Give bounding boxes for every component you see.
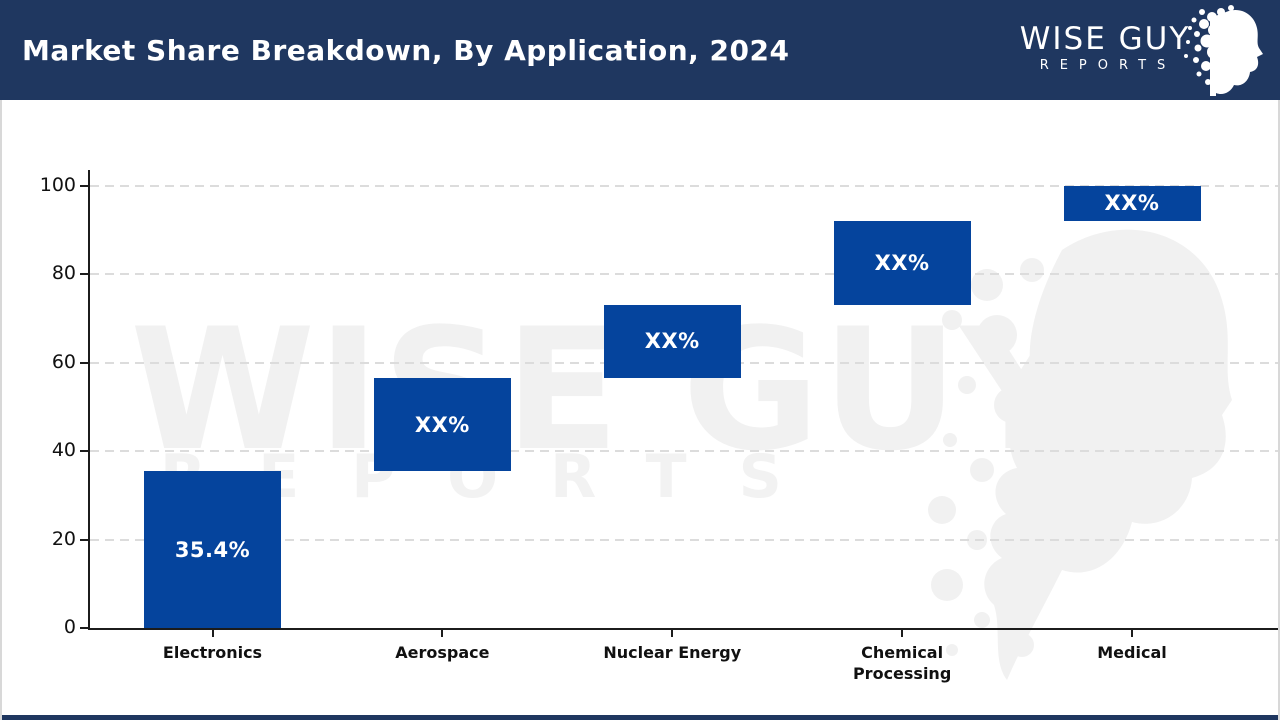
- x-axis: [88, 628, 1278, 630]
- bar-value-label-nuclear-energy: XX%: [644, 329, 700, 354]
- y-tick-100: [80, 184, 89, 187]
- chart-canvas: WISE GUY REPORTS 0 20 40 60 80 100 35.4% Electr…: [0, 100, 1280, 720]
- bar-value-label-electronics: 35.4%: [174, 537, 251, 562]
- x-tick-aerospace: [441, 628, 444, 637]
- wiseguy-head-icon: [1184, 5, 1263, 96]
- y-tick-label-20: 20: [51, 527, 76, 550]
- gridline-80: [90, 273, 1278, 275]
- logo-wordmark: WISE GUY: [1019, 21, 1191, 57]
- logo-subtitle: REPORTS: [1039, 58, 1177, 73]
- x-tick-medical: [1131, 628, 1133, 637]
- x-tick-label-medical: Medical: [1097, 643, 1167, 662]
- bar-nuclear-energy: XX%: [603, 304, 741, 378]
- page-title: Market Share Breakdown, By Application, …: [22, 33, 790, 67]
- y-tick-label-80: 80: [51, 262, 76, 284]
- x-tick-label-electronics: Electronics: [162, 643, 263, 662]
- x-tick-label-nuclear-energy: Nuclear Energy: [603, 643, 742, 662]
- bar-value-label-aerospace: XX%: [414, 412, 470, 437]
- y-tick-40: [80, 450, 89, 452]
- logo-text: WISE GUY REPORTS: [1016, 22, 1194, 73]
- bar-medical: XX%: [1063, 185, 1201, 221]
- y-tick-20: [80, 538, 89, 541]
- x-tick-chemical-processing: [901, 628, 904, 637]
- wiseguy-logo: WISE GUY REPORTS: [1016, 4, 1266, 96]
- x-tick-label-chemical-processing: Chemical Processing: [852, 643, 952, 683]
- gridline-20: [90, 538, 1278, 541]
- y-tick-0: [80, 627, 89, 629]
- y-tick-60: [80, 361, 89, 364]
- gridline-100: [90, 184, 1278, 187]
- bar-value-label-chemical-processing: XX%: [874, 250, 930, 275]
- bar-chemical-processing: XX%: [833, 220, 971, 305]
- plot-area: 0 20 40 60 80 100 35.4% Electronics XX% Aerospace…: [2, 100, 1278, 720]
- bar-value-label-medical: XX%: [1104, 191, 1160, 216]
- watermark-head-icon: [928, 229, 1232, 680]
- header: Market Share Breakdown, By Application, …: [0, 0, 1280, 100]
- y-tick-80: [80, 273, 89, 275]
- y-tick-label-40: 40: [51, 439, 76, 461]
- footer-accent-bar: [2, 715, 1278, 720]
- x-tick-electronics: [211, 628, 214, 637]
- x-tick-label-aerospace: Aerospace: [395, 643, 490, 662]
- x-tick-nuclear-energy: [671, 628, 674, 637]
- gridline-40: [90, 450, 1278, 452]
- bar-aerospace: XX%: [373, 377, 511, 472]
- y-tick-label-0: 0: [63, 616, 76, 638]
- bar-electronics: 35.4%: [144, 471, 281, 628]
- y-tick-label-100: 100: [39, 173, 76, 196]
- y-axis: [88, 170, 90, 630]
- y-tick-label-60: 60: [51, 350, 76, 373]
